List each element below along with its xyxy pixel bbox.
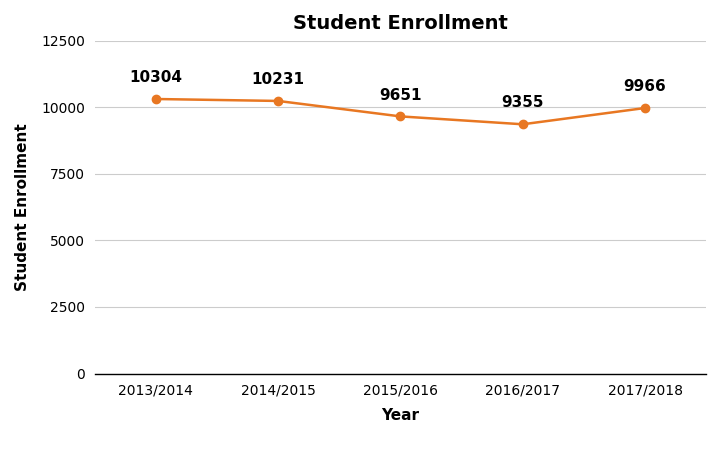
Text: 9355: 9355 (502, 95, 544, 110)
Text: 9966: 9966 (624, 79, 666, 94)
Text: 9651: 9651 (379, 87, 422, 103)
X-axis label: Year: Year (381, 408, 419, 423)
Text: 10304: 10304 (130, 70, 182, 85)
Title: Student Enrollment: Student Enrollment (293, 14, 508, 33)
Y-axis label: Student Enrollment: Student Enrollment (15, 123, 30, 291)
Text: 10231: 10231 (252, 72, 304, 87)
